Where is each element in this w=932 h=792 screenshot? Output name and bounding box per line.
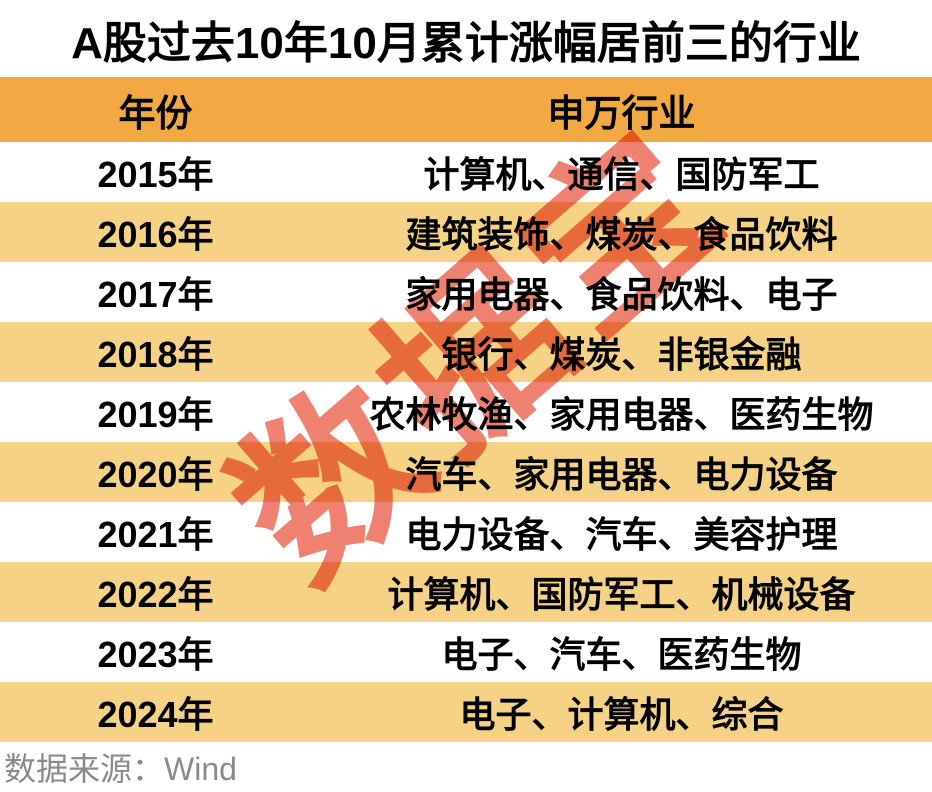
industry-cell: 农林牧渔、家用电器、医药生物 [369, 394, 874, 435]
year-cell: 2024年 [97, 694, 214, 735]
year-cell: 2021年 [97, 514, 214, 555]
table-row: 2021年 电力设备、汽车、美容护理 [0, 502, 932, 562]
year-cell: 2019年 [97, 394, 214, 435]
year-cell: 2016年 [97, 214, 214, 255]
industry-cell: 家用电器、食品饮料、电子 [405, 274, 838, 315]
year-cell: 2018年 [97, 334, 214, 375]
header-cell-industry: 申万行业 [547, 92, 696, 134]
industry-cell: 银行、煤炭、非银金融 [441, 334, 802, 375]
industry-cell: 电力设备、汽车、美容护理 [405, 514, 838, 555]
year-cell: 2015年 [97, 154, 214, 195]
table-row: 2019年 农林牧渔、家用电器、医药生物 [0, 382, 932, 442]
year-cell: 2017年 [97, 274, 214, 315]
table-header: 年份 申万行业 [0, 77, 932, 142]
table-body: 2015年 计算机、通信、国防军工 2016年 建筑装饰、煤炭、食品饮料 201… [0, 142, 932, 742]
table-row: 2018年 银行、煤炭、非银金融 [0, 322, 932, 382]
industry-cell: 建筑装饰、煤炭、食品饮料 [405, 214, 838, 255]
industry-cell: 计算机、国防军工、机械设备 [387, 574, 856, 615]
industry-cell: 计算机、通信、国防军工 [423, 154, 820, 195]
page-title: A股过去10年10月累计涨幅居前三的行业 [71, 18, 861, 68]
table-row: 2015年 计算机、通信、国防军工 [0, 142, 932, 202]
table-row: 2016年 建筑装饰、煤炭、食品饮料 [0, 202, 932, 262]
year-cell: 2022年 [97, 574, 214, 615]
year-cell: 2020年 [97, 454, 214, 495]
data-source: 数据来源：Wind [4, 751, 237, 787]
table-row: 2017年 家用电器、食品饮料、电子 [0, 262, 932, 322]
table-row: 2020年 汽车、家用电器、电力设备 [0, 442, 932, 502]
year-cell: 2023年 [97, 634, 214, 675]
industry-cell: 电子、汽车、医药生物 [441, 634, 802, 675]
table-row: 2023年 电子、汽车、医药生物 [0, 622, 932, 682]
table-row: 2024年 电子、计算机、综合 [0, 682, 932, 742]
table-row: 2022年 计算机、国防军工、机械设备 [0, 562, 932, 622]
industry-cell: 电子、计算机、综合 [459, 694, 784, 735]
header-cell-year: 年份 [118, 92, 193, 134]
industry-cell: 汽车、家用电器、电力设备 [405, 454, 838, 495]
